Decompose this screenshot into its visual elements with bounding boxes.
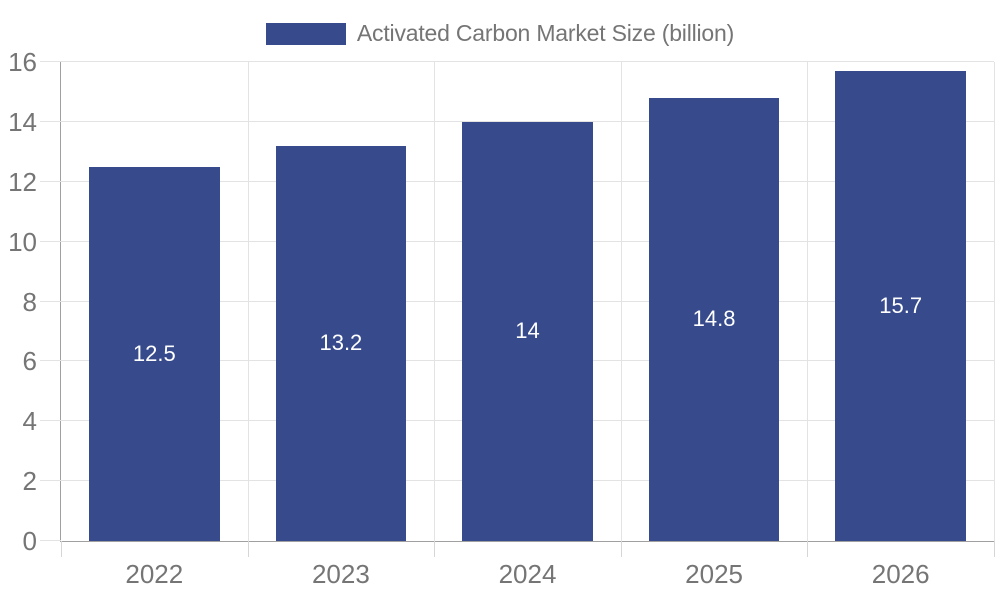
x-axis-tick-label: 2024 xyxy=(498,559,557,589)
legend-label: Activated Carbon Market Size (billion) xyxy=(356,20,735,46)
y-axis-tick xyxy=(40,61,61,62)
x-axis-tick-label: 2022 xyxy=(125,559,184,589)
legend-swatch-icon xyxy=(265,22,346,45)
bar-2025[interactable]: 14.8 xyxy=(648,97,780,541)
x-axis-tick-label: 2023 xyxy=(311,559,370,589)
y-axis-tick-label: 8 xyxy=(22,286,37,317)
legend-item[interactable]: Activated Carbon Market Size (billion) xyxy=(265,20,735,47)
bar-value-label: 14 xyxy=(515,318,540,344)
y-axis-tick xyxy=(40,480,61,482)
bar-2026[interactable]: 15.7 xyxy=(835,70,966,541)
bar-value-label: 13.2 xyxy=(319,330,363,356)
bar-2024[interactable]: 14 xyxy=(462,121,593,541)
y-axis-tick xyxy=(40,300,61,302)
y-axis-tick xyxy=(40,360,61,362)
x-axis-tick xyxy=(61,541,62,557)
y-axis-tick-label: 0 xyxy=(22,526,37,556)
x-axis-tick-label: 2026 xyxy=(871,559,930,589)
y-axis-tick-label: 6 xyxy=(22,346,37,377)
x-axis-tick xyxy=(994,541,995,557)
x-axis-tick xyxy=(807,541,809,557)
gridline-vertical xyxy=(807,62,809,541)
gridline-horizontal xyxy=(61,61,994,62)
x-axis-tick xyxy=(620,541,622,557)
gridline-vertical xyxy=(994,62,995,541)
y-axis-tick xyxy=(40,240,61,242)
y-axis-tick-label: 4 xyxy=(22,406,37,437)
y-axis-tick xyxy=(40,180,61,182)
y-axis-tick xyxy=(40,420,61,422)
gridline-vertical xyxy=(247,62,249,541)
y-axis-tick-label: 14 xyxy=(8,106,37,137)
bar-2023[interactable]: 13.2 xyxy=(275,145,407,541)
gridline-vertical xyxy=(434,62,436,541)
y-axis-tick xyxy=(40,120,61,122)
plot-area: 0 2 4 6 8 10 12 14 16 2022 2023 2024 2025 2026 12.5 13.… xyxy=(8,49,995,589)
bar-2022[interactable]: 12.5 xyxy=(88,166,220,541)
x-axis-tick xyxy=(247,541,249,557)
bar-value-label: 14.8 xyxy=(692,306,736,332)
y-axis-tick xyxy=(40,540,61,541)
bar-value-label: 15.7 xyxy=(879,292,923,318)
gridline-horizontal xyxy=(61,120,994,122)
y-axis-tick-label: 2 xyxy=(22,466,37,497)
x-axis-tick-label: 2025 xyxy=(685,559,744,589)
y-axis-tick-label: 10 xyxy=(8,226,37,257)
legend: Activated Carbon Market Size (billion) xyxy=(0,20,1000,47)
y-axis-tick-label: 16 xyxy=(8,47,37,77)
x-axis-tick xyxy=(434,541,436,557)
bar-value-label: 12.5 xyxy=(132,340,176,366)
y-axis-tick-label: 12 xyxy=(8,166,37,197)
gridline-vertical xyxy=(620,62,622,541)
